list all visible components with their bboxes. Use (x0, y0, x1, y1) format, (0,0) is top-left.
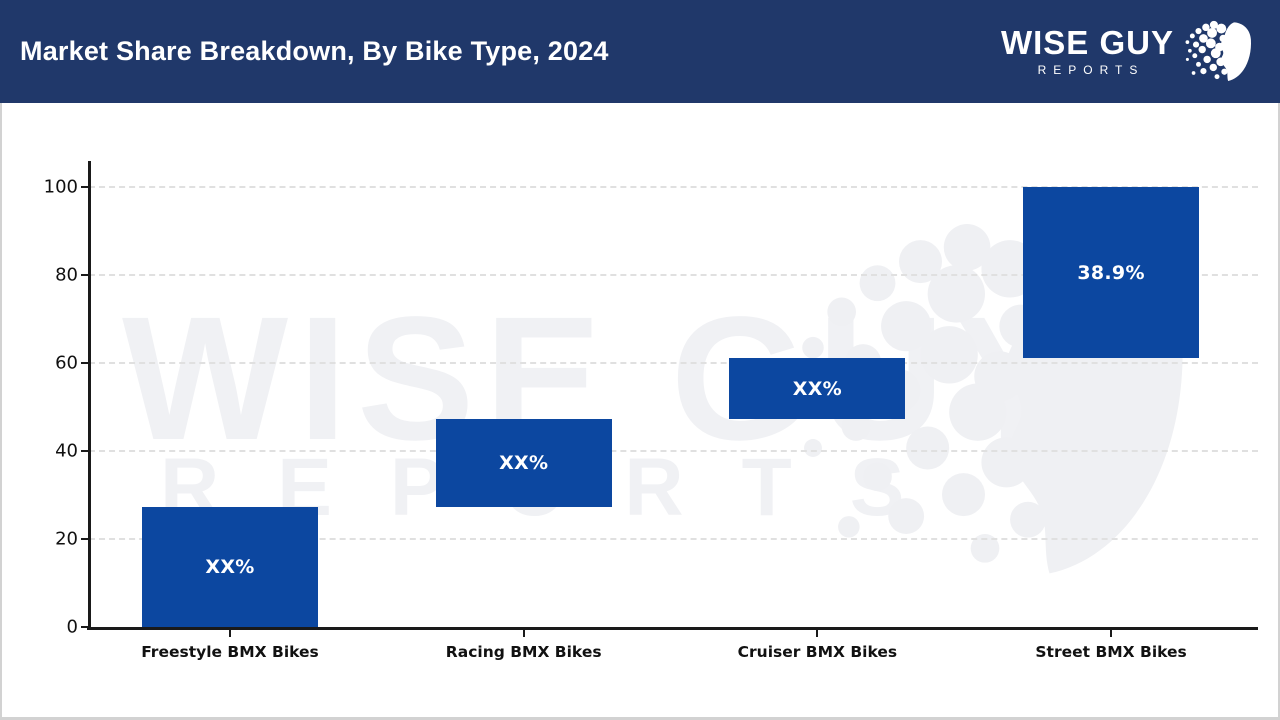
bar-value-label: 38.9% (1077, 261, 1145, 284)
logo-text: WISE GUY REPORTS (1001, 26, 1174, 77)
logo-subtitle: REPORTS (1037, 63, 1145, 77)
y-tick-label: 0 (66, 616, 78, 638)
page-border-bottom (0, 717, 1280, 720)
y-axis-line (88, 160, 91, 630)
logo-name: WISE GUY (1000, 24, 1174, 61)
bar: XX% (729, 358, 906, 420)
gridline (89, 538, 1258, 540)
gridline (89, 274, 1258, 276)
x-category-label: Freestyle BMX Bikes (141, 643, 319, 661)
x-category-label: Racing BMX Bikes (445, 643, 602, 661)
y-tick-mark (81, 274, 89, 276)
x-tick-mark (229, 629, 231, 637)
gridline (89, 186, 1258, 188)
wise-guy-logo: WISE GUY REPORTS (1001, 10, 1254, 94)
x-tick-mark (1110, 629, 1113, 637)
bar-value-label: XX% (792, 377, 843, 400)
x-tick-mark (522, 629, 525, 637)
x-category-label: Street BMX Bikes (1035, 643, 1187, 661)
bar-value-label: XX% (499, 452, 549, 475)
chart-area: WISE GUY REPORTS 020406080100XX%Freestyl… (0, 103, 1280, 720)
y-tick-label: 100 (43, 176, 78, 198)
y-tick-label: 80 (55, 264, 78, 286)
y-tick-mark (81, 626, 89, 628)
header-bar: Market Share Breakdown, By Bike Type, 20… (0, 0, 1280, 103)
x-tick-mark (816, 629, 819, 637)
y-tick-mark (81, 538, 89, 540)
page-border-left (0, 103, 2, 720)
y-tick-label: 20 (55, 528, 78, 550)
gridline (89, 450, 1258, 452)
bar: XX% (142, 507, 318, 627)
gridline (89, 362, 1258, 364)
y-tick-mark (81, 186, 89, 188)
x-axis-line (87, 627, 1258, 630)
y-tick-mark (81, 450, 89, 452)
page-title: Market Share Breakdown, By Bike Type, 20… (20, 36, 609, 66)
logo-head-icon (1185, 20, 1252, 81)
page-border-right (1278, 103, 1280, 720)
bar: 38.9% (1023, 187, 1200, 359)
y-tick-label: 40 (55, 440, 78, 462)
bar: XX% (435, 419, 612, 508)
y-tick-mark (81, 362, 89, 364)
x-category-label: Cruiser BMX Bikes (737, 643, 898, 661)
bar-value-label: XX% (205, 556, 255, 579)
y-tick-label: 60 (55, 352, 78, 374)
